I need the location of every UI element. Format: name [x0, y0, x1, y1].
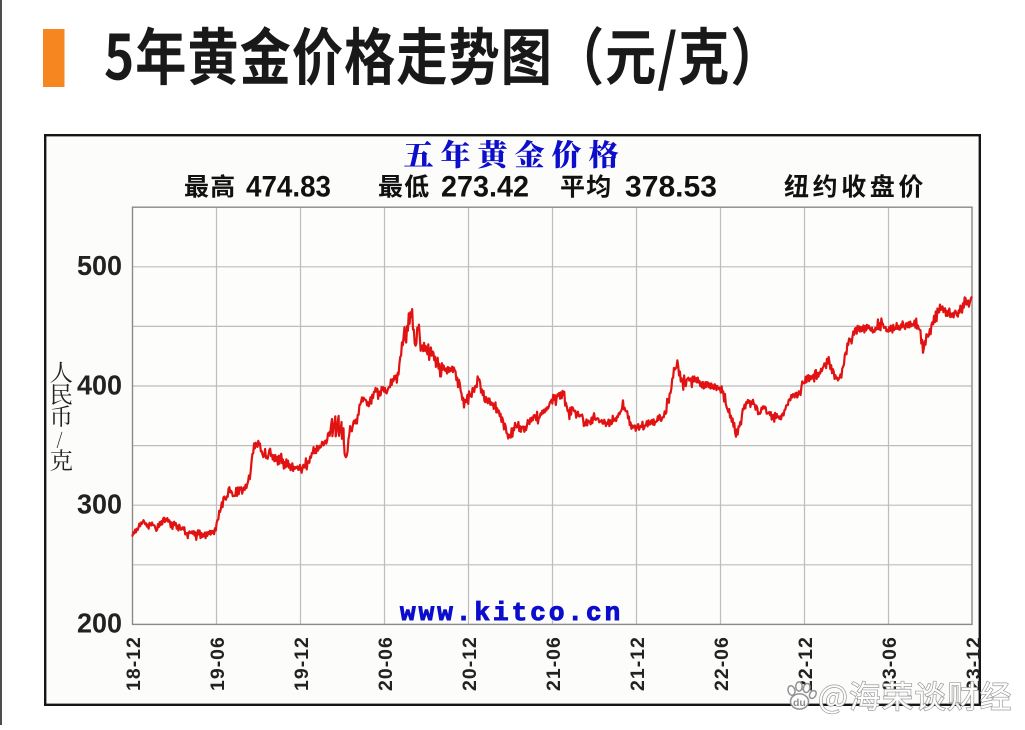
svg-text:21-06: 21-06 — [543, 636, 565, 691]
svg-text:500: 500 — [77, 250, 122, 281]
svg-text:474.83: 474.83 — [246, 171, 331, 204]
svg-text:19-12: 19-12 — [291, 636, 313, 691]
svg-text:18-12: 18-12 — [123, 636, 145, 691]
svg-text:21-12: 21-12 — [627, 636, 649, 691]
svg-text:378.53: 378.53 — [625, 171, 717, 204]
svg-text:www.kitco.cn: www.kitco.cn — [400, 598, 623, 628]
svg-text:20-06: 20-06 — [375, 636, 397, 691]
svg-text:19-06: 19-06 — [207, 636, 229, 691]
svg-text:273.42: 273.42 — [441, 171, 529, 204]
svg-text:400: 400 — [77, 369, 122, 400]
svg-text:300: 300 — [77, 489, 122, 520]
svg-text:20-12: 20-12 — [459, 636, 481, 691]
svg-text:22-06: 22-06 — [711, 636, 733, 691]
svg-text:23-06: 23-06 — [879, 636, 901, 691]
svg-text:23-12: 23-12 — [963, 636, 985, 691]
svg-text:du: du — [793, 697, 806, 709]
svg-text:200: 200 — [77, 608, 122, 639]
svg-text:22-12: 22-12 — [795, 636, 817, 691]
